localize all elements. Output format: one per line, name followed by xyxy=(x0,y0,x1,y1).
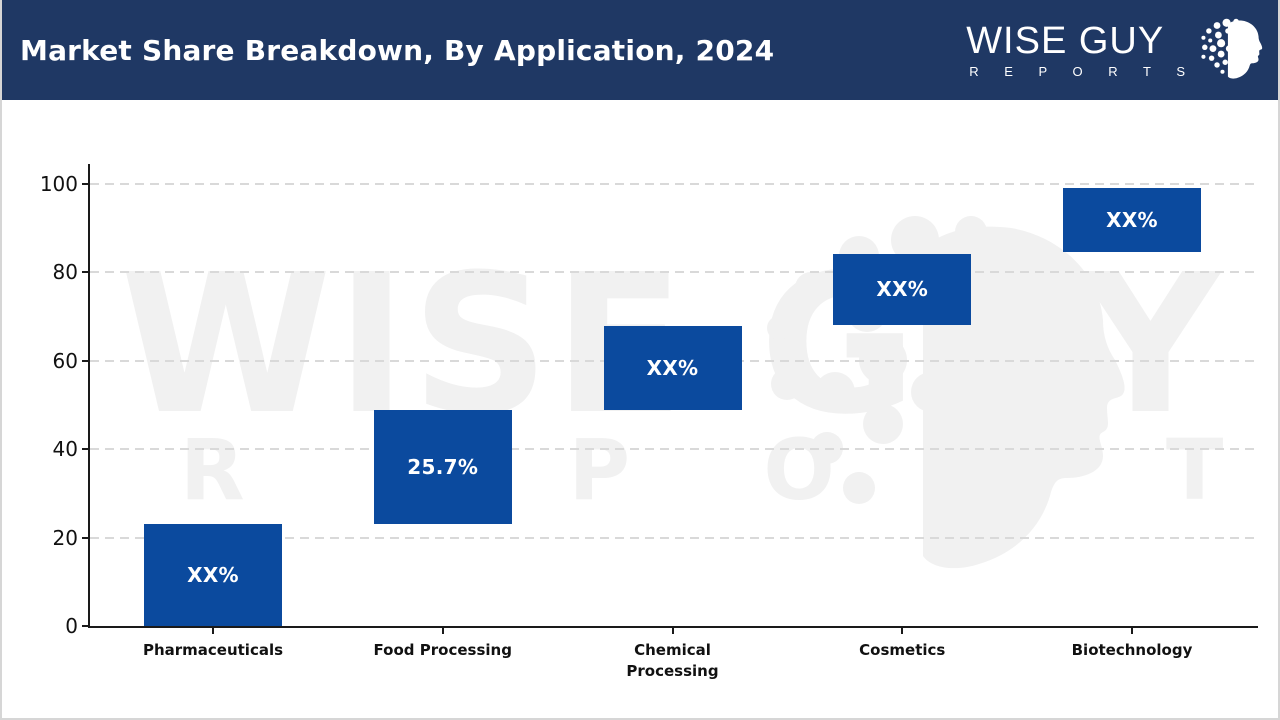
x-axis-tick xyxy=(901,626,904,634)
x-axis-tick xyxy=(1131,626,1133,634)
bar-chemical-processing: XX% xyxy=(603,325,742,410)
y-axis-tick xyxy=(82,271,90,274)
x-axis-category-label-chemical-processing: Chemical Processing xyxy=(626,641,719,680)
bar-value-label-chemical-processing: XX% xyxy=(646,355,699,380)
bar-cosmetics: XX% xyxy=(833,253,972,325)
bar-biotechnology: XX% xyxy=(1063,187,1201,253)
x-axis-category-label-cosmetics: Cosmetics xyxy=(859,641,946,659)
x-axis-category-label-pharmaceuticals: Pharmaceuticals xyxy=(142,641,284,659)
wiseguy-logo: WISE GUY R E P O R T S xyxy=(966,9,1266,91)
wiseguy-logo-text: WISE GUY R E P O R T S xyxy=(966,22,1196,79)
bar-value-label-biotechnology: XX% xyxy=(1106,208,1158,232)
x-axis-line xyxy=(88,626,1258,628)
y-axis-tick xyxy=(82,625,90,627)
gridline-y40 xyxy=(90,448,1258,451)
x-axis-tick xyxy=(212,626,214,634)
y-axis-tick-label: 20 xyxy=(52,525,78,550)
wiseguy-head-icon xyxy=(1201,18,1263,79)
header: Market Share Breakdown, By Application, … xyxy=(2,0,1278,100)
gridline-y80 xyxy=(90,271,1258,274)
x-axis-tick xyxy=(441,626,444,634)
y-axis-tick-label: 60 xyxy=(52,348,78,373)
wiseguy-logo-wordmark: WISE GUY xyxy=(966,19,1165,62)
x-axis-tick xyxy=(671,626,674,634)
y-axis-tick-label: 100 xyxy=(39,172,78,196)
x-axis-category-label-biotechnology: Biotechnology xyxy=(1071,641,1193,659)
gridline-y20 xyxy=(90,536,1258,539)
page-title: Market Share Breakdown, By Application, … xyxy=(20,33,775,67)
y-axis-tick-label: 80 xyxy=(52,260,78,285)
bar-value-label-pharmaceuticals: XX% xyxy=(187,562,239,587)
y-axis-tick xyxy=(82,183,90,185)
bar-food-processing: 25.7% xyxy=(373,410,512,524)
bar-value-label-food-processing: 25.7% xyxy=(407,455,479,480)
gridline-y100 xyxy=(90,183,1258,185)
x-axis-category-label-food-processing: Food Processing xyxy=(373,641,512,659)
watermark-head-icon xyxy=(767,216,1125,569)
y-axis-tick xyxy=(82,359,90,362)
y-axis-line xyxy=(88,164,90,628)
wiseguy-logo-subtitle: R E P O R T S xyxy=(969,63,1196,79)
y-axis-tick xyxy=(82,448,90,451)
y-axis-tick-label: 0 xyxy=(65,614,78,638)
bar-value-label-cosmetics: XX% xyxy=(876,277,929,302)
bar-pharmaceuticals: XX% xyxy=(144,523,282,626)
y-axis-tick xyxy=(82,536,90,539)
y-axis-tick-label: 40 xyxy=(52,437,78,462)
